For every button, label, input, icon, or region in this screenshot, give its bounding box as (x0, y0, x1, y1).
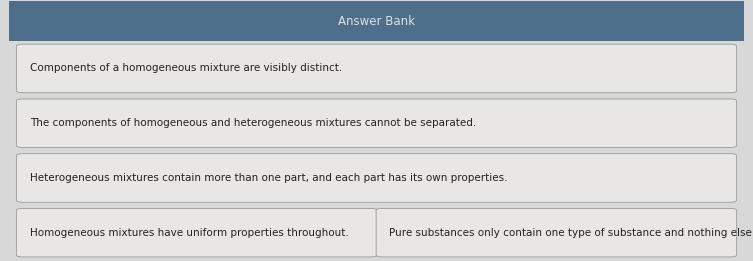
Text: Heterogeneous mixtures contain more than one part, and each part has its own pro: Heterogeneous mixtures contain more than… (29, 173, 507, 183)
FancyBboxPatch shape (9, 1, 744, 41)
Text: Homogeneous mixtures have uniform properties throughout.: Homogeneous mixtures have uniform proper… (29, 228, 349, 238)
Text: Answer Bank: Answer Bank (338, 15, 415, 27)
FancyBboxPatch shape (376, 209, 736, 257)
Text: The components of homogeneous and heterogeneous mixtures cannot be separated.: The components of homogeneous and hetero… (29, 118, 476, 128)
Text: Pure substances only contain one type of substance and nothing else.: Pure substances only contain one type of… (389, 228, 753, 238)
FancyBboxPatch shape (17, 99, 736, 147)
FancyBboxPatch shape (17, 209, 376, 257)
FancyBboxPatch shape (17, 154, 736, 202)
Text: Components of a homogeneous mixture are visibly distinct.: Components of a homogeneous mixture are … (29, 63, 342, 74)
FancyBboxPatch shape (17, 44, 736, 93)
